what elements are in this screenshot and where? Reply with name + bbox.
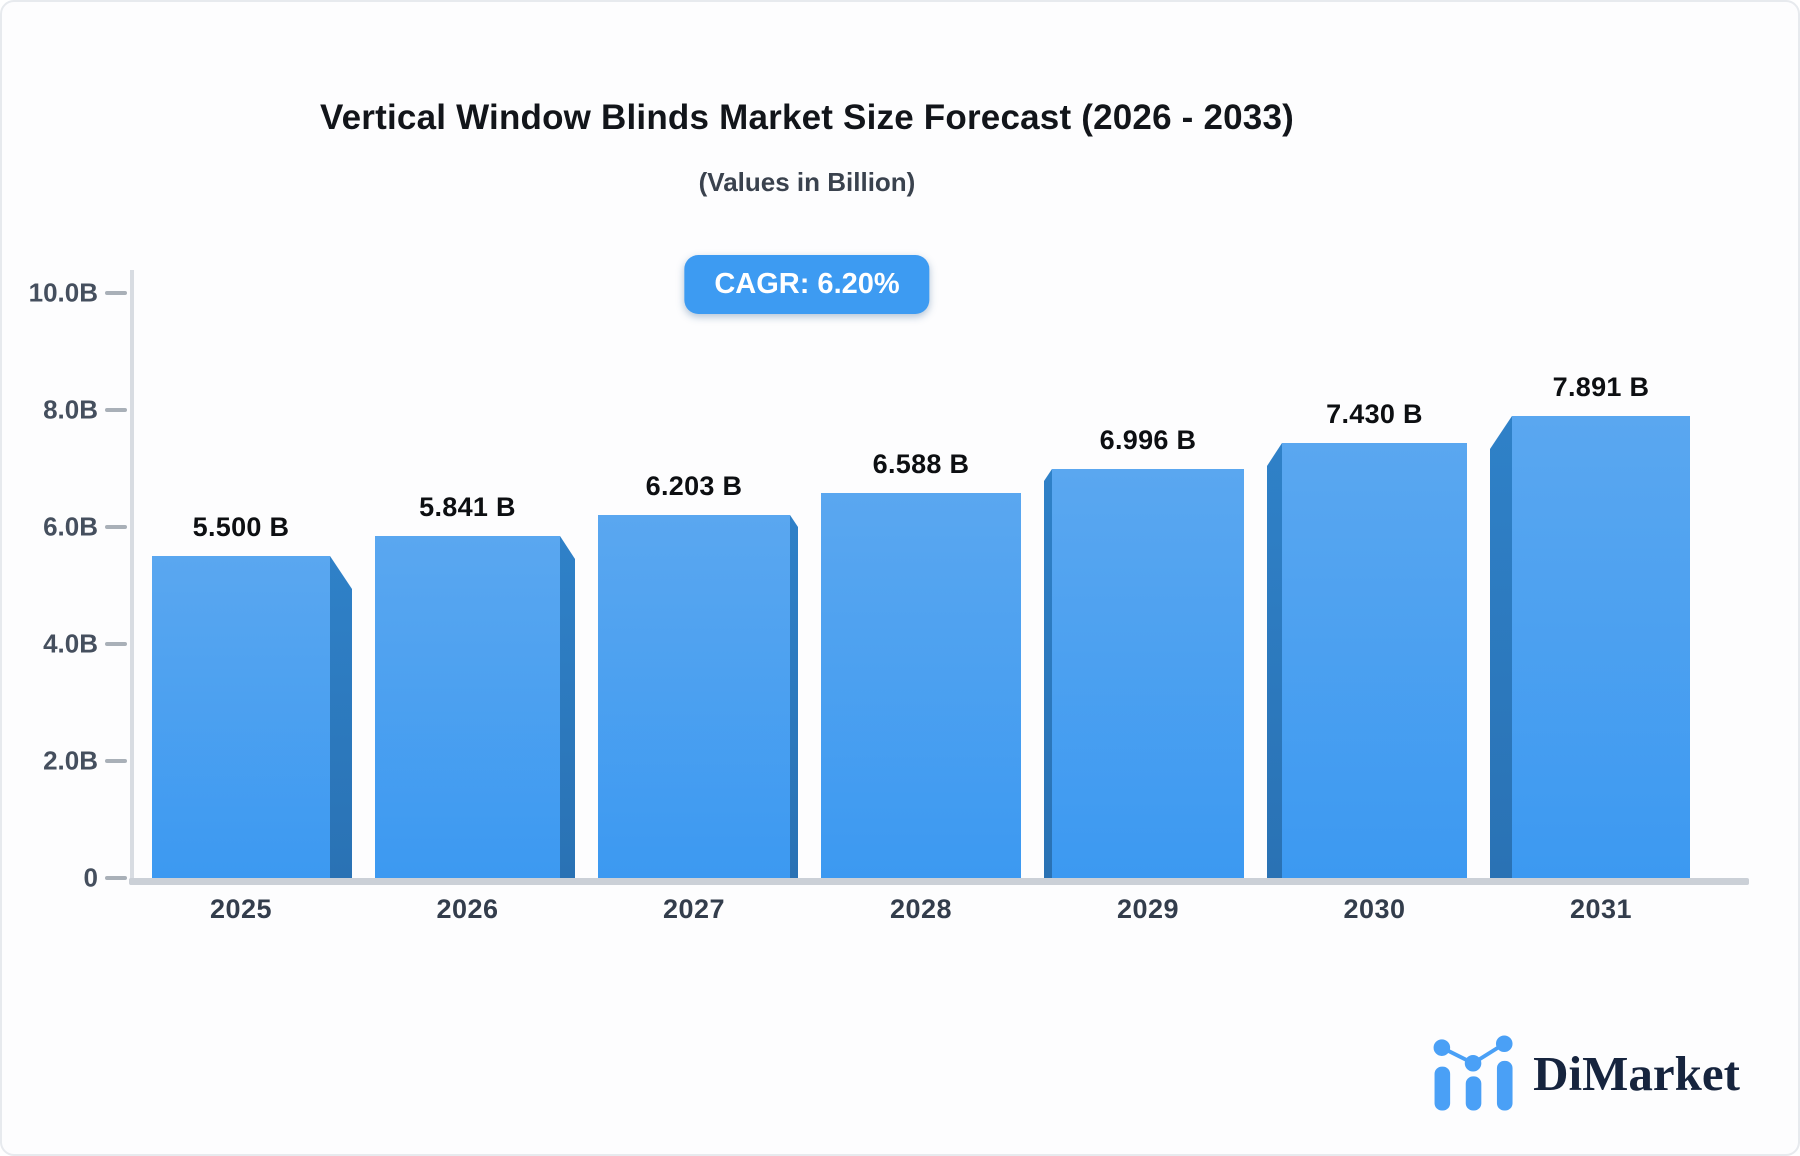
bar-value-label: 6.996 B xyxy=(1099,425,1197,455)
y-axis-tick-label: 0 xyxy=(83,862,98,893)
bar-value-label: 7.430 B xyxy=(1326,399,1423,429)
brand-logo: DiMarket xyxy=(1431,1034,1740,1112)
bar-group-2029 xyxy=(1044,469,1244,878)
y-axis-tick-label: 10.0B xyxy=(28,277,98,308)
y-axis-tick-label: 6.0B xyxy=(43,511,98,542)
bar-group-2031 xyxy=(1490,416,1690,878)
bar-side-face xyxy=(560,536,575,878)
bar-side-face xyxy=(1267,443,1282,878)
x-axis-category-label: 2026 xyxy=(436,894,499,924)
y-axis-line xyxy=(130,270,134,885)
bar-group-2028 xyxy=(821,493,1021,878)
bar-2029 xyxy=(1052,469,1244,878)
y-axis-tick-label: 8.0B xyxy=(43,394,98,425)
x-axis-category-label: 2029 xyxy=(1116,894,1180,924)
x-axis-category-label: 2027 xyxy=(662,894,726,924)
bar-group-2026 xyxy=(375,536,575,878)
bar-side-face xyxy=(1044,469,1052,878)
chart-title: Vertical Window Blinds Market Size Forec… xyxy=(320,98,1294,137)
y-axis-tick-mark xyxy=(105,525,127,529)
y-axis-tick-mark xyxy=(105,291,127,295)
bar-value-label: 5.500 B xyxy=(192,512,290,542)
bar-side-face xyxy=(1490,416,1512,878)
chart-subtitle: (Values in Billion) xyxy=(698,167,916,197)
y-axis-tick-mark xyxy=(105,642,127,646)
bar-value-label: 6.588 B xyxy=(872,449,970,479)
bar-group-2030 xyxy=(1267,443,1467,878)
bar-2030 xyxy=(1282,443,1467,878)
bar-2026 xyxy=(375,536,560,878)
y-axis-tick-label: 2.0B xyxy=(43,745,98,776)
bar-2025 xyxy=(152,556,330,878)
bar-value-label: 7.891 B xyxy=(1552,372,1650,402)
bar-side-face xyxy=(330,556,352,878)
bar-line-chart-icon xyxy=(1433,1035,1513,1111)
x-axis-category-label: 2030 xyxy=(1343,894,1406,924)
x-axis-category-label: 2025 xyxy=(209,894,273,924)
bar-value-label: 5.841 B xyxy=(419,492,516,522)
x-axis-category-label: 2031 xyxy=(1569,894,1633,924)
y-axis-tick-label: 4.0B xyxy=(43,628,98,659)
bar-group-2025 xyxy=(152,556,352,878)
x-axis-category-label: 2028 xyxy=(889,894,953,924)
cagr-badge: CAGR: 6.20% xyxy=(684,255,930,314)
bar-group-2027 xyxy=(598,515,798,878)
bar-value-label: 6.203 B xyxy=(645,471,743,501)
y-axis-tick-mark xyxy=(105,759,127,763)
bar-2027 xyxy=(598,515,790,878)
bar-2031 xyxy=(1512,416,1690,878)
x-axis-line xyxy=(129,878,1749,885)
bar-2028 xyxy=(821,493,1021,878)
y-axis-tick-mark xyxy=(105,408,127,412)
brand-logo-text: DiMarket xyxy=(1533,1045,1740,1101)
y-axis-tick-mark xyxy=(105,876,127,880)
bar-side-face xyxy=(790,515,798,878)
